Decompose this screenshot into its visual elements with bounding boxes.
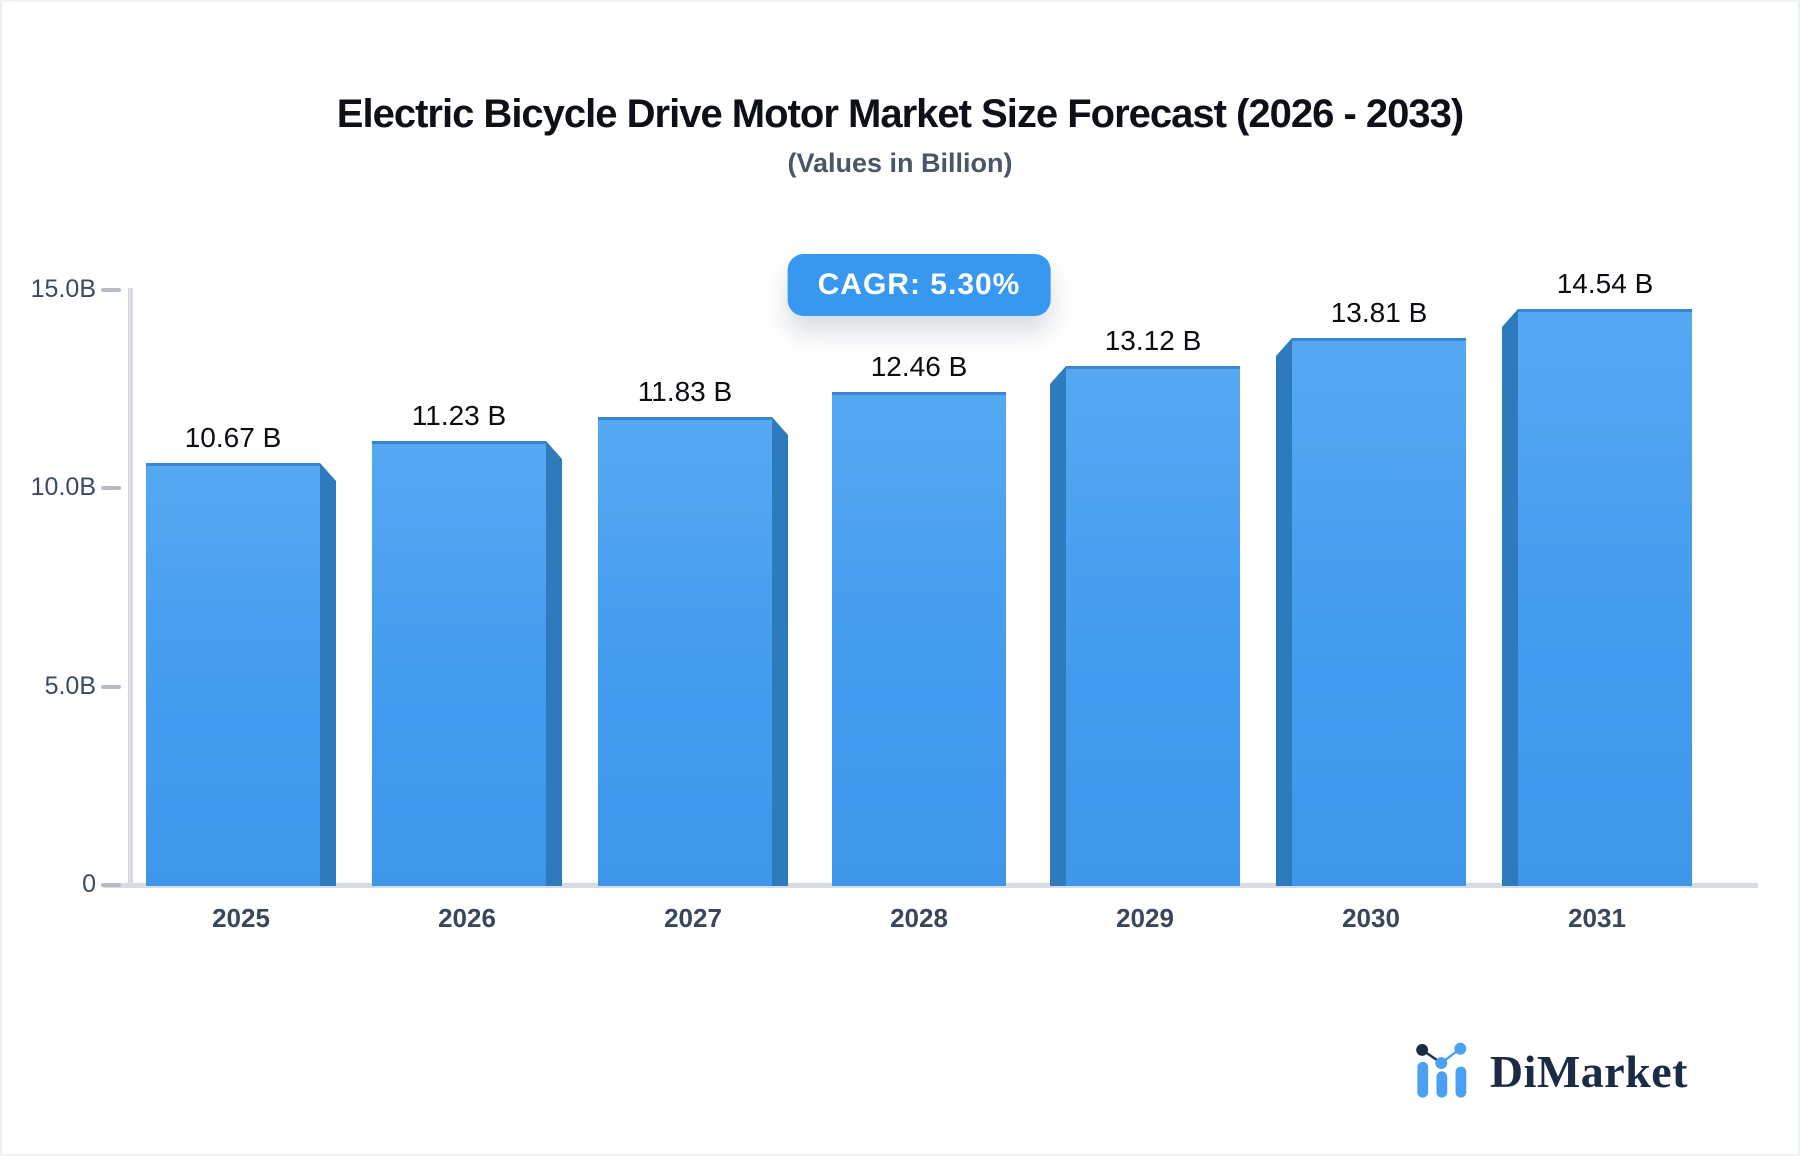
bar: 10.67 B <box>146 422 336 886</box>
bar-value-label: 13.12 B <box>1104 325 1202 356</box>
bar: 11.23 B <box>372 400 562 886</box>
x-axis-label: 2027 <box>664 903 722 933</box>
bar-group-2026: 11.23 B 2026 <box>372 400 562 933</box>
x-axis-label: 2025 <box>212 903 270 933</box>
x-axis-label: 2031 <box>1568 903 1626 933</box>
y-axis-label: 5.0B <box>44 671 96 700</box>
cagr-badge: CAGR: 5.30% <box>787 254 1051 316</box>
bar-group-2025: 10.67 B 2025 <box>146 422 336 933</box>
bar-3d-side-face <box>1276 338 1292 886</box>
y-axis-tick-mark <box>101 486 121 491</box>
bar-3d-side-face <box>772 417 788 886</box>
bar-group-2030: 13.81 B 2030 <box>1276 297 1466 933</box>
bar-value-label: 14.54 B <box>1556 268 1654 299</box>
bar-group-2029: 13.12 B 2029 <box>1050 325 1240 933</box>
bar-3d-side-face <box>546 441 562 886</box>
bar: 12.46 B <box>832 351 1006 886</box>
bar-value-label: 11.23 B <box>411 400 507 431</box>
chart-subtitle: (Values in Billion) <box>787 148 1013 178</box>
bar-3d-side-face <box>320 463 336 886</box>
y-axis-label: 15.0B <box>30 275 96 303</box>
dimarket-logo: DiMarket <box>1415 1040 1688 1098</box>
logo-text: DiMarket <box>1489 1046 1688 1098</box>
bar-3d-side-face <box>1050 366 1066 886</box>
y-axis-label: 10.0B <box>30 473 96 502</box>
y-axis-label: 0 <box>82 870 96 898</box>
x-axis-label: 2026 <box>438 903 496 933</box>
bar-3d-side-face <box>1502 309 1518 886</box>
y-axis-tick-mark <box>101 684 121 689</box>
x-axis-label: 2030 <box>1342 903 1400 933</box>
bar: 13.81 B <box>1276 297 1466 886</box>
bar-value-label: 13.81 B <box>1330 297 1428 328</box>
bar-group-2027: 11.83 B 2027 <box>598 376 788 933</box>
chart-title: Electric Bicycle Drive Motor Market Size… <box>336 92 1464 136</box>
x-axis-label: 2029 <box>1116 903 1174 933</box>
x-axis-label: 2028 <box>890 903 948 933</box>
y-axis-line <box>128 288 133 885</box>
bar-value-label: 12.46 B <box>870 351 968 382</box>
y-axis-tick-mark <box>101 883 121 887</box>
bar-value-label: 11.83 B <box>637 376 733 407</box>
bar-chart-logo-icon <box>1416 1042 1467 1098</box>
bar: 13.12 B <box>1050 325 1240 886</box>
y-axis-tick-mark <box>101 288 121 292</box>
bar: 14.54 B <box>1502 268 1692 886</box>
bar: 11.83 B <box>598 376 788 886</box>
bar-group-2031: 14.54 B 2031 <box>1502 268 1692 933</box>
bar-value-label: 10.67 B <box>184 422 282 453</box>
bar-series: 10.67 B 2025 11.23 B 2026 11.83 B 2027 12.46 B… <box>146 268 1692 933</box>
bar-group-2028: 12.46 B 2028 <box>824 351 1014 933</box>
